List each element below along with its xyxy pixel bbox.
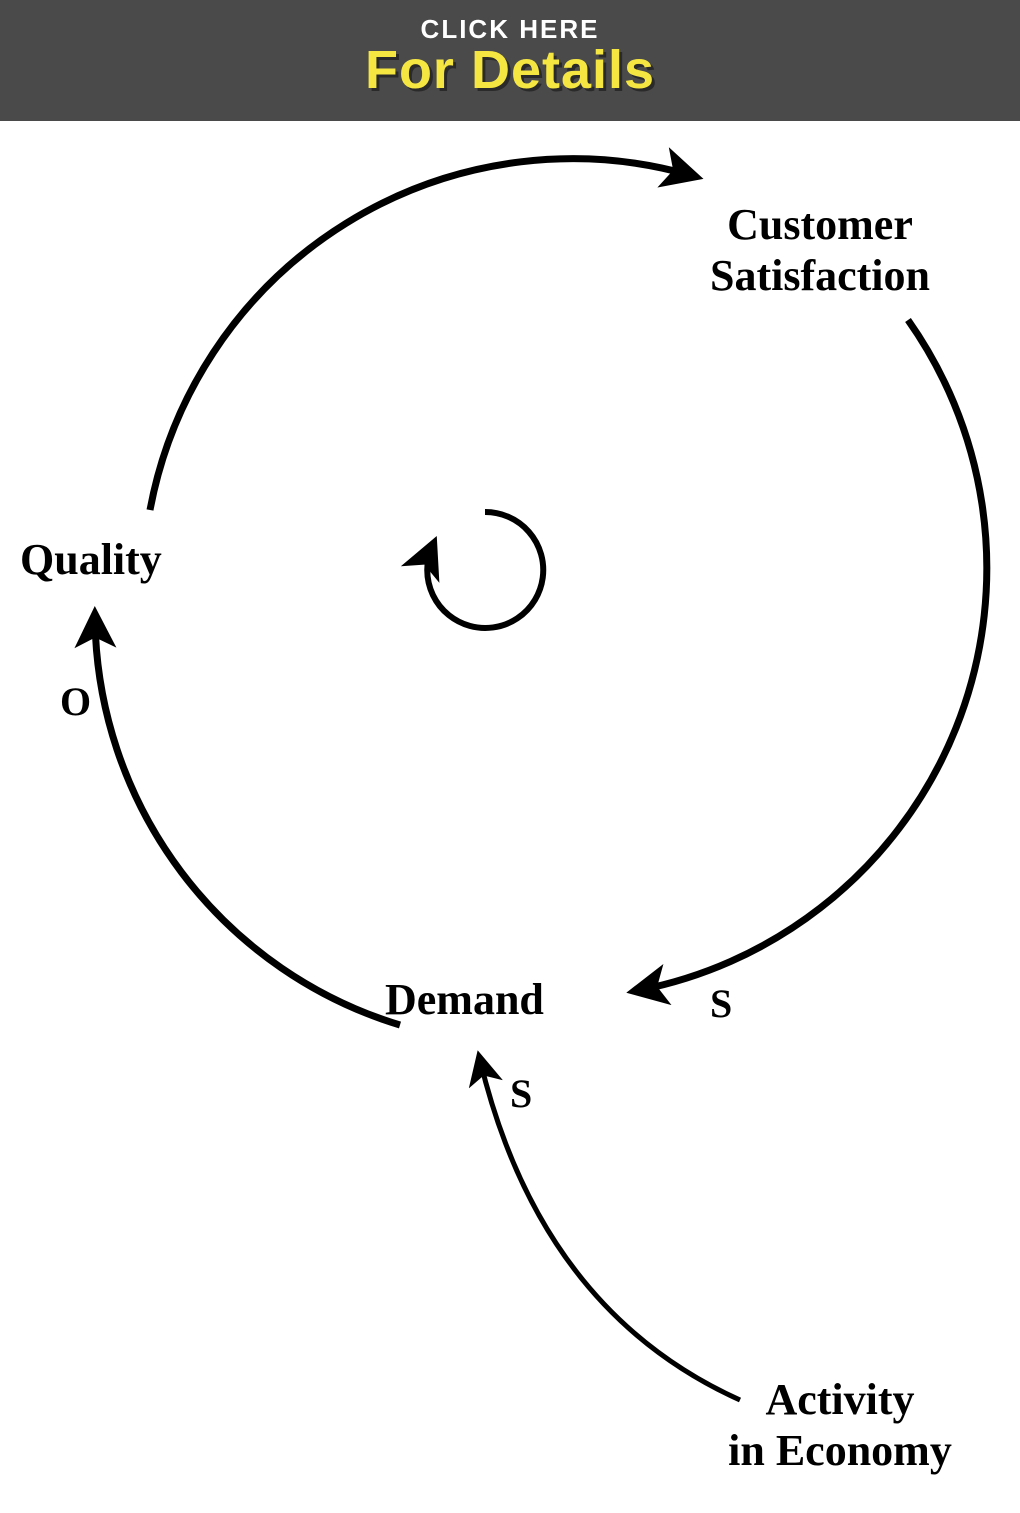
edge-label-o: O <box>60 678 91 725</box>
node-activity-economy: Activity in Economy <box>700 1375 980 1476</box>
banner[interactable]: CLICK HERE For Details <box>0 0 1020 121</box>
node-quality: Quality <box>20 535 162 586</box>
node-customer-satisfaction: Customer Satisfaction <box>670 200 970 301</box>
center-loop-icon <box>427 512 543 628</box>
edge-quality-to-satisfaction <box>150 159 690 510</box>
edge-label-s1: S <box>710 980 732 1027</box>
edge-demand-to-quality <box>95 620 400 1025</box>
edge-satisfaction-to-demand <box>640 320 987 990</box>
banner-bottom-text: For Details <box>0 39 1020 101</box>
edge-label-s2: S <box>510 1070 532 1117</box>
node-demand: Demand <box>385 975 544 1026</box>
